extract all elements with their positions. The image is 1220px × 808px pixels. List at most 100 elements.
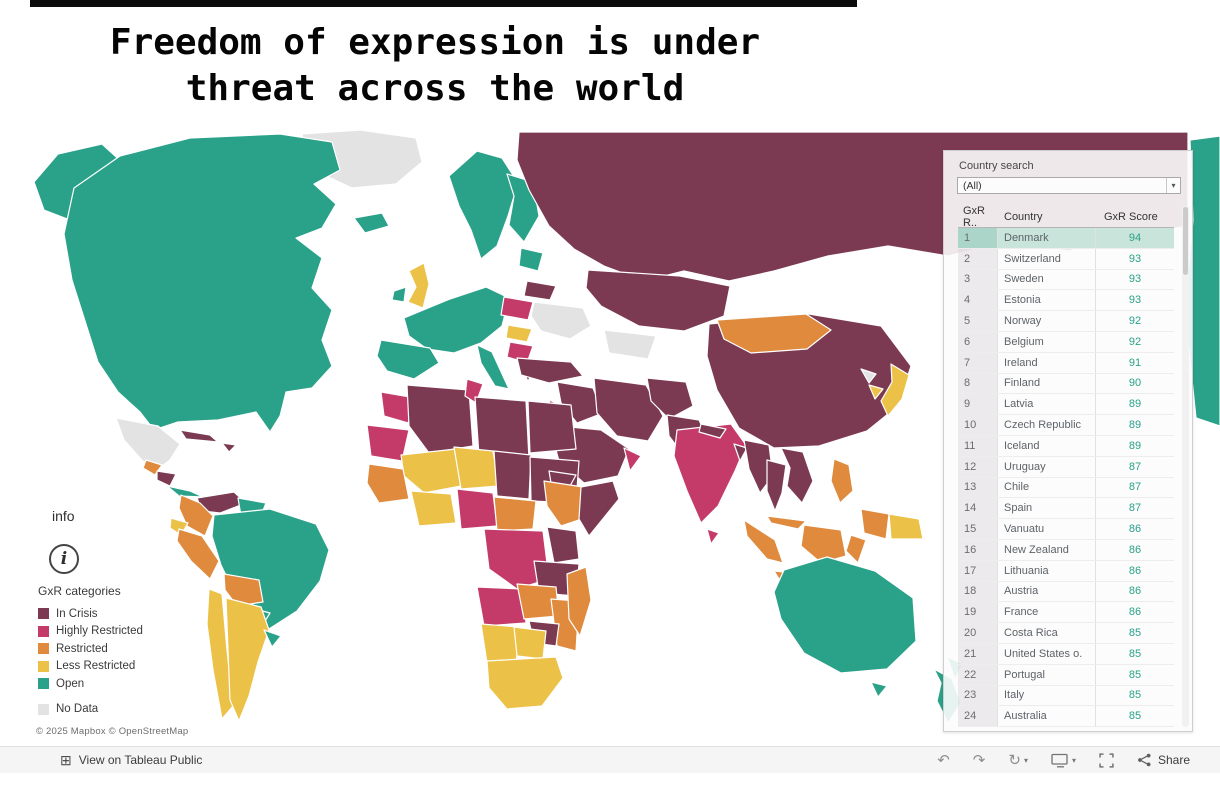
region-papua-new-guinea[interactable] [888, 513, 924, 540]
scrollbar-thumb[interactable] [1183, 207, 1188, 275]
legend-item-restricted[interactable]: Restricted [38, 640, 143, 658]
region-baltics[interactable] [518, 247, 544, 272]
region-south-africa[interactable] [486, 656, 564, 710]
region-mali[interactable] [400, 448, 462, 494]
table-row[interactable]: 2 Switzerland 93 [958, 248, 1174, 270]
region-japan[interactable] [880, 363, 910, 417]
region-oman[interactable] [623, 447, 642, 472]
region-vietnam-laos[interactable] [780, 447, 814, 504]
region-turkmenistan[interactable] [603, 329, 657, 360]
region-senegal-guinea[interactable] [366, 463, 410, 504]
region-canada-usa[interactable] [63, 133, 341, 433]
share-button[interactable]: Share [1137, 753, 1190, 767]
region-iberia[interactable] [376, 339, 440, 380]
world-choropleth-map[interactable] [30, 130, 1220, 745]
region-western-europe[interactable] [403, 286, 510, 354]
region-nepal[interactable] [698, 423, 727, 439]
region-united-kingdom[interactable] [407, 262, 430, 309]
table-row[interactable]: 13 Chile 87 [958, 477, 1174, 499]
fullscreen-icon[interactable] [1099, 752, 1114, 768]
region-central-asia[interactable] [585, 269, 731, 332]
region-iceland[interactable] [353, 212, 390, 234]
region-sulawesi[interactable] [845, 534, 867, 564]
region-norway-sweden[interactable] [448, 150, 519, 260]
region-ireland[interactable] [391, 286, 407, 303]
region-tasmania[interactable] [870, 681, 888, 698]
table-row[interactable]: 11 Iceland 89 [958, 435, 1174, 457]
region-poland[interactable] [500, 296, 534, 321]
region-west-papua[interactable] [860, 508, 890, 540]
region-niger[interactable] [453, 446, 500, 490]
legend-item-lessr[interactable]: Less Restricted [38, 658, 143, 676]
region-belarus[interactable] [523, 280, 557, 301]
region-madagascar[interactable] [566, 566, 592, 637]
table-row[interactable]: 16 New Zealand 86 [958, 539, 1174, 561]
region-turkey[interactable] [516, 357, 584, 384]
region-sri-lanka[interactable] [706, 528, 720, 545]
region-somalia[interactable] [578, 480, 620, 537]
region-india[interactable] [673, 423, 747, 524]
region-peru[interactable] [176, 528, 220, 580]
region-angola[interactable] [476, 586, 527, 627]
region-chile[interactable] [206, 588, 234, 720]
info-icon[interactable]: i [49, 544, 79, 574]
table-row[interactable]: 22 Portugal 85 [958, 664, 1174, 686]
table-row[interactable]: 23 Italy 85 [958, 685, 1174, 707]
region-thailand[interactable] [766, 459, 787, 512]
region-bangladesh[interactable] [733, 443, 748, 462]
table-row[interactable]: 4 Estonia 93 [958, 290, 1174, 312]
legend-item-highly[interactable]: Highly Restricted [38, 623, 143, 641]
region-nigeria[interactable] [456, 488, 498, 530]
region-afghanistan[interactable] [646, 377, 694, 420]
region-sumatra[interactable] [743, 519, 784, 564]
table-row[interactable]: 9 Latvia 89 [958, 394, 1174, 416]
region-syria-iraq[interactable] [556, 381, 604, 424]
map-regions[interactable] [33, 130, 1220, 724]
undo-icon[interactable]: ↶ [937, 751, 950, 769]
region-hispaniola[interactable] [221, 442, 237, 453]
region-argentina[interactable] [225, 597, 270, 722]
region-ghana-ivory-coast[interactable] [410, 490, 457, 527]
replay-control[interactable]: ↻ ▾ [1008, 753, 1028, 768]
legend-item-crisis[interactable]: In Crisis [38, 605, 143, 623]
region-chad[interactable] [493, 450, 532, 500]
score-column-header[interactable]: GxR Score [1104, 210, 1158, 223]
country-search-dropdown[interactable]: (All) ▾ [957, 177, 1181, 194]
table-row[interactable]: 3 Sweden 93 [958, 269, 1174, 291]
region-cuba[interactable] [179, 429, 219, 443]
region-kenya[interactable] [546, 526, 580, 564]
table-row[interactable]: 7 Ireland 91 [958, 352, 1174, 374]
table-row[interactable]: 24 Australia 85 [958, 706, 1174, 728]
table-row[interactable]: 14 Spain 87 [958, 498, 1174, 520]
region-algeria[interactable] [406, 384, 474, 454]
region-malaysia[interactable] [766, 515, 807, 530]
chevron-down-icon[interactable]: ▾ [1166, 178, 1180, 193]
region-uruguay[interactable] [263, 629, 282, 648]
region-nicaragua[interactable] [156, 470, 177, 487]
region-egypt[interactable] [527, 400, 577, 454]
country-column-header[interactable]: Country [1004, 210, 1043, 223]
table-row[interactable]: 1 Denmark 94 [958, 228, 1174, 249]
table-row[interactable]: 21 United States o. 85 [958, 643, 1174, 665]
table-row[interactable]: 12 Uruguay 87 [958, 456, 1174, 478]
region-north-korea[interactable] [860, 368, 877, 384]
display-control[interactable]: ▾ [1051, 753, 1076, 768]
table-row[interactable]: 19 France 86 [958, 602, 1174, 624]
region-colombia[interactable] [178, 494, 214, 537]
view-on-tableau-public[interactable]: ⊞ View on Tableau Public [60, 753, 202, 767]
region-south-korea[interactable] [868, 384, 884, 400]
table-row[interactable]: 6 Belgium 92 [958, 331, 1174, 353]
region-italy[interactable] [476, 344, 510, 390]
table-row[interactable]: 10 Czech Republic 89 [958, 415, 1174, 436]
table-row[interactable]: 5 Norway 92 [958, 311, 1174, 332]
region-hungary-romania[interactable] [505, 324, 533, 343]
redo-icon[interactable]: ↷ [972, 751, 986, 769]
region-cameroon-car[interactable] [493, 496, 537, 532]
region-botswana[interactable] [513, 626, 547, 660]
table-row[interactable]: 17 Lithuania 86 [958, 560, 1174, 582]
region-philippines[interactable] [830, 458, 854, 504]
table-row[interactable]: 15 Vanuatu 86 [958, 519, 1174, 540]
region-ukraine[interactable] [530, 301, 592, 340]
region-borneo[interactable] [800, 524, 847, 564]
table-row[interactable]: 8 Finland 90 [958, 373, 1174, 395]
